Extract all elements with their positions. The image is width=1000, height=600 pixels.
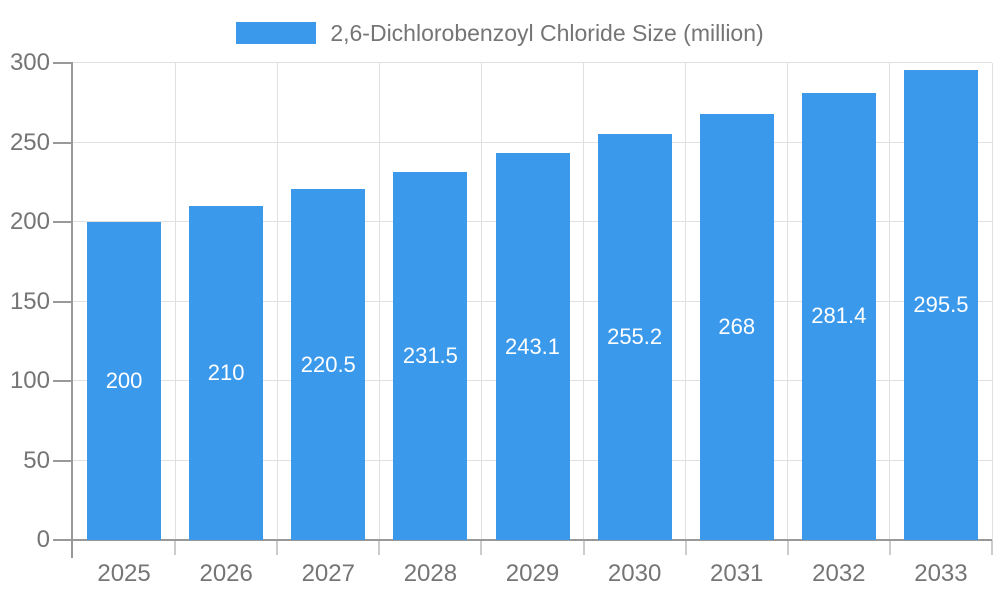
bar[interactable]: 295.5 (903, 70, 978, 540)
y-axis-tick (53, 300, 73, 303)
x-tick-label: 2031 (710, 560, 764, 587)
gridline-vertical (480, 63, 482, 540)
gridline-vertical (276, 63, 278, 540)
x-tick-label: 2033 (914, 560, 968, 587)
x-tick-label: 2026 (199, 560, 253, 587)
x-axis-tick (378, 540, 381, 555)
bar-value-label: 268 (718, 313, 756, 339)
x-axis-tick (276, 540, 279, 555)
bar[interactable]: 220.5 (291, 189, 366, 540)
y-tick-label: 0 (36, 526, 50, 553)
x-tick-label: 2028 (403, 560, 458, 587)
legend-swatch (236, 22, 317, 44)
y-tick-label: 150 (9, 287, 50, 315)
bar[interactable]: 200 (87, 222, 162, 540)
x-axis-tick (582, 540, 585, 555)
y-tick-label: 250 (9, 128, 50, 156)
bar-value-label: 200 (105, 368, 143, 393)
x-axis-tick (480, 540, 483, 555)
y-tick-label: 200 (9, 208, 50, 235)
bar-value-label: 231.5 (402, 342, 458, 368)
bar[interactable]: 268 (699, 113, 774, 540)
bar-value-label: 255.2 (607, 324, 663, 350)
x-tick-label: 2030 (607, 560, 662, 587)
gridline-vertical (991, 63, 993, 540)
y-axis-tick (53, 221, 73, 223)
y-tick-label: 300 (9, 49, 50, 76)
bar-value-label: 281.4 (811, 303, 867, 329)
gridline-vertical (685, 63, 687, 540)
y-axis-tick (53, 380, 73, 382)
bar[interactable]: 243.1 (495, 153, 570, 540)
y-axis-tick (53, 459, 73, 462)
legend-label: 2,6-Dichlorobenzoyl Chloride Size (milli… (330, 19, 764, 46)
gridline-vertical (889, 63, 891, 540)
gridline-vertical (583, 63, 585, 540)
x-axis-tick (174, 540, 177, 555)
legend[interactable]: 2,6-Dichlorobenzoyl Chloride Size (milli… (0, 20, 1000, 46)
bar-value-label: 210 (207, 360, 245, 386)
bar[interactable]: 255.2 (597, 134, 672, 540)
gridline-vertical (787, 63, 789, 540)
x-axis-tick (786, 540, 789, 555)
x-tick-label: 2027 (301, 560, 355, 587)
x-axis-tick (991, 540, 993, 555)
x-axis-tick (888, 540, 891, 555)
y-tick-label: 100 (9, 367, 50, 394)
bar[interactable]: 281.4 (801, 92, 876, 540)
y-axis-tick (53, 141, 73, 144)
y-tick-label: 50 (23, 446, 50, 474)
bar-value-label: 220.5 (300, 351, 356, 377)
bar-value-label: 295.5 (913, 292, 969, 318)
bar-value-label: 243.1 (504, 333, 561, 359)
gridline-vertical (174, 63, 176, 540)
x-axis-line (53, 539, 992, 541)
x-axis-tick (684, 540, 687, 555)
gridline-vertical (378, 63, 380, 540)
y-axis-line (71, 63, 73, 558)
x-tick-label: 2029 (505, 560, 560, 587)
gridline-horizontal (73, 141, 992, 143)
x-tick-label: 2032 (812, 560, 866, 587)
x-tick-label: 2025 (97, 560, 151, 587)
y-axis-tick (53, 62, 73, 64)
gridline-horizontal (73, 62, 992, 63)
bar[interactable]: 210 (189, 206, 264, 540)
bar[interactable]: 231.5 (393, 171, 468, 540)
